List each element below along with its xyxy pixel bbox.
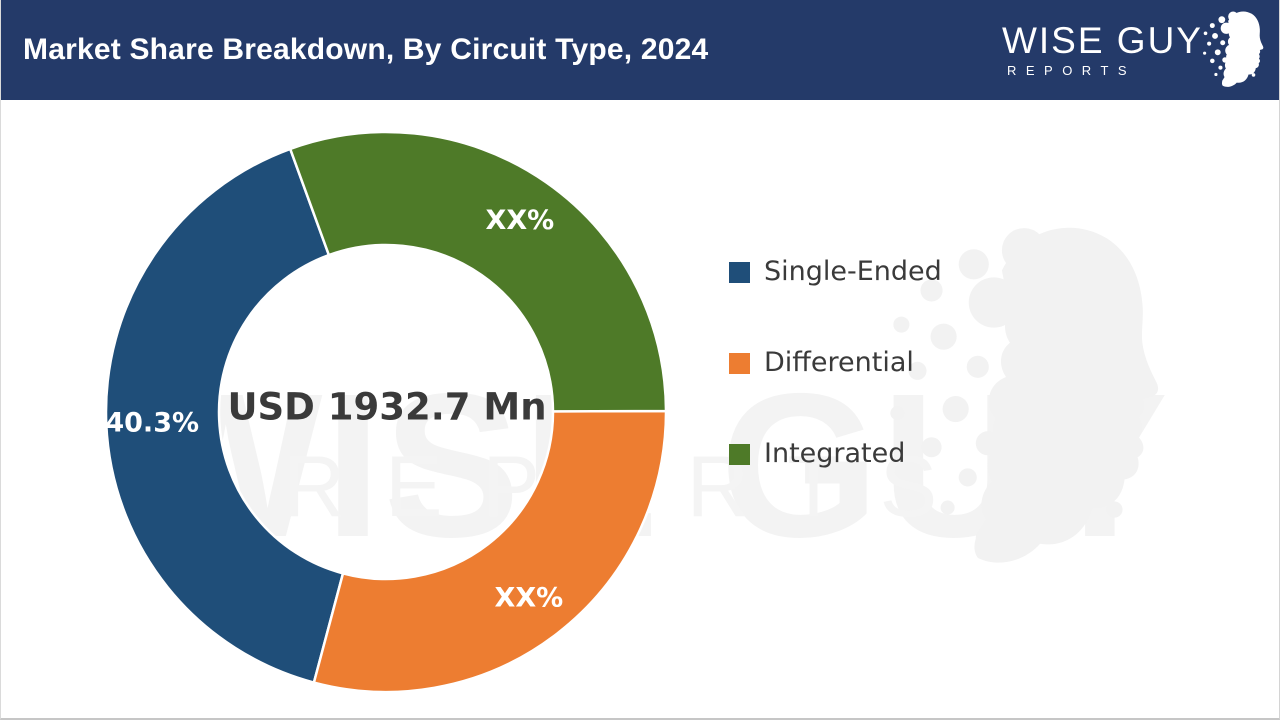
slice-value-label-single-ended: 40.3% xyxy=(105,407,199,438)
donut-slice-integrated xyxy=(288,130,668,413)
legend-label-differential: Differential xyxy=(764,347,914,378)
legend-item-integrated: Integrated xyxy=(729,440,942,468)
slice-value-label-integrated: XX% xyxy=(486,205,555,236)
logo-head-icon xyxy=(1203,11,1264,87)
logo-wordmark-line1: WISE GUY xyxy=(1001,20,1203,61)
slice-value-label-differential: XX% xyxy=(495,582,564,613)
donut-chart: 40.3% XX% XX% xyxy=(104,130,668,694)
legend-label-integrated: Integrated xyxy=(764,438,906,469)
donut-slice-single-ended xyxy=(104,147,345,684)
legend-swatch-single-ended xyxy=(729,261,750,283)
chart-center-value: USD 1932.7 Mn xyxy=(227,385,547,429)
legend-item-single-ended: Single-Ended xyxy=(729,258,942,286)
brand-logo: WISE GUY REPORTS xyxy=(1002,7,1265,93)
legend-swatch-differential xyxy=(729,352,750,374)
logo-wordmark-line2: REPORTS xyxy=(1006,63,1137,78)
page-title: Market Share Breakdown, By Circuit Type,… xyxy=(23,33,709,66)
logo-wordmark: WISE GUY REPORTS xyxy=(1001,20,1203,79)
legend-item-differential: Differential xyxy=(729,349,942,377)
legend-swatch-integrated xyxy=(729,443,750,465)
header-bar: Market Share Breakdown, By Circuit Type,… xyxy=(1,0,1279,100)
donut-slice-differential xyxy=(312,409,668,694)
chart-legend: Single-Ended Differential Integrated xyxy=(729,258,942,468)
legend-label-single-ended: Single-Ended xyxy=(764,256,942,287)
chart-area: WISE GUY REPORTS 40.3%XX%XX% USD 1932.7 … xyxy=(1,100,1279,718)
